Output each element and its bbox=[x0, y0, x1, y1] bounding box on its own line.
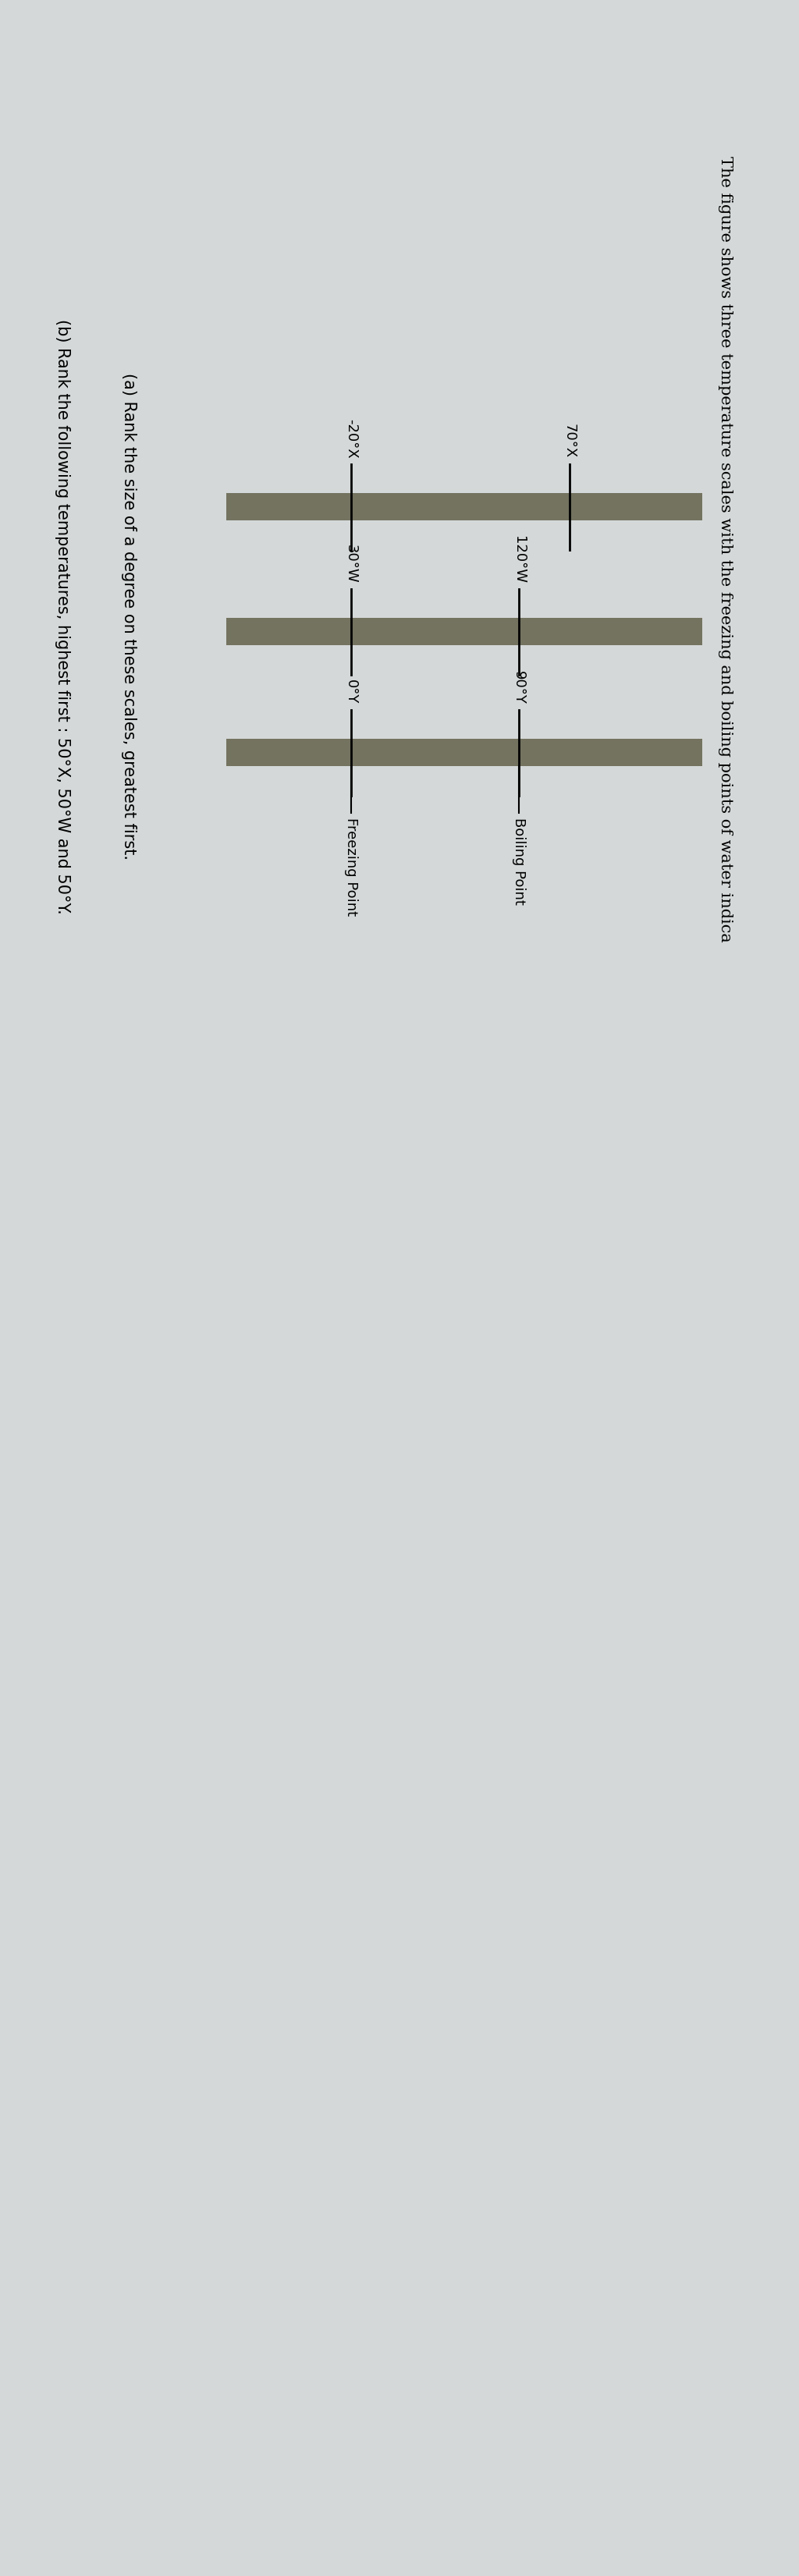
Bar bbox=[226, 495, 702, 520]
Text: The figure shows three temperature scales with the freezing and boiling points o: The figure shows three temperature scale… bbox=[718, 157, 733, 943]
Text: 120°W: 120°W bbox=[512, 536, 526, 582]
Text: Boiling Point: Boiling Point bbox=[512, 817, 526, 904]
Text: 70°X: 70°X bbox=[562, 425, 577, 459]
Bar bbox=[226, 739, 702, 768]
Text: Freezing Point: Freezing Point bbox=[344, 817, 358, 914]
Text: (b) Rank the following temperatures, highest first : 50°X, 50°W and 50°Y.: (b) Rank the following temperatures, hig… bbox=[54, 319, 70, 914]
Text: 0°Y: 0°Y bbox=[344, 680, 358, 703]
Bar bbox=[226, 618, 702, 647]
Text: -20°X: -20°X bbox=[344, 420, 358, 459]
Text: (a) Rank the size of a degree on these scales, greatest first.: (a) Rank the size of a degree on these s… bbox=[121, 374, 137, 860]
Text: 30°W: 30°W bbox=[344, 544, 358, 582]
Text: 90°Y: 90°Y bbox=[512, 670, 526, 703]
